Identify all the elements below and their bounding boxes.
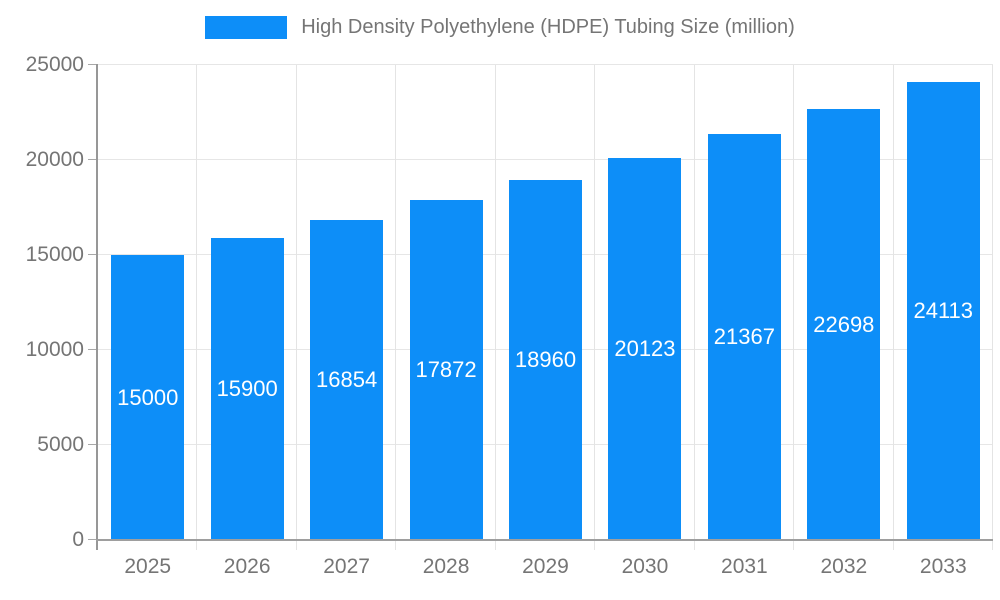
x-gridline [992,65,993,550]
x-axis-tick-label: 2032 [820,555,868,578]
x-axis-tick-label: 2031 [721,555,768,578]
y-axis-tick [88,539,98,540]
x-axis-tick-label: 2025 [124,555,172,578]
x-gridline [395,65,397,550]
y-axis-tick-label: 15000 [25,243,84,266]
x-gridline [693,65,695,550]
x-gridline [594,65,596,550]
y-axis-line [96,64,98,550]
bar-value-label: 24113 [913,298,974,323]
bar-value-label: 17872 [415,357,477,382]
y-axis-tick [88,159,98,160]
legend-label[interactable]: High Density Polyethylene (HDPE) Tubing … [301,16,795,38]
bar: 18960 [509,180,582,540]
bar-value-label: 20123 [614,336,676,361]
y-axis-tick-label: 5000 [37,433,84,456]
x-gridline [793,65,795,550]
x-gridline [295,65,297,550]
bar: 15000 [111,255,185,540]
x-axis-tick-label: 2033 [919,555,967,578]
y-gridline [98,159,993,160]
bar: 20123 [608,158,682,540]
x-axis-tick-label: 2030 [621,555,669,578]
y-axis-tick-label: 20000 [25,148,84,171]
x-axis-line [96,539,993,541]
y-axis-tick [88,64,98,65]
x-gridline [196,65,198,550]
bar-value-label: 22698 [813,311,875,337]
x-gridline [494,65,496,550]
y-axis-tick-label: 25000 [25,53,84,76]
bar: 21367 [707,134,781,540]
bar: 15900 [210,238,284,540]
bar-value-label: 16854 [316,367,378,392]
bar-value-label: 15000 [117,384,179,410]
bar-value-label: 21367 [713,324,775,349]
y-axis-tick-label: 0 [72,528,84,551]
y-axis-tick-label: 10000 [25,338,84,361]
x-axis-tick-label: 2029 [522,555,569,578]
x-gridline [892,65,894,550]
bar: 24113 [906,82,980,540]
y-axis-tick [88,254,98,255]
x-axis-tick-label: 2028 [422,555,470,578]
y-axis-tick [88,349,98,350]
y-gridline [98,64,993,65]
x-axis-tick-label: 2026 [223,555,271,578]
bar: 16854 [310,220,384,540]
legend[interactable]: High Density Polyethylene (HDPE) Tubing … [0,16,1000,39]
bar-value-label: 18960 [514,347,577,372]
x-axis-tick-label: 2027 [323,555,370,578]
bar: 22698 [807,109,881,540]
bar: 17872 [409,200,483,540]
legend-swatch[interactable] [205,16,288,39]
y-axis-tick [88,444,98,445]
bar-value-label: 15900 [216,376,278,401]
